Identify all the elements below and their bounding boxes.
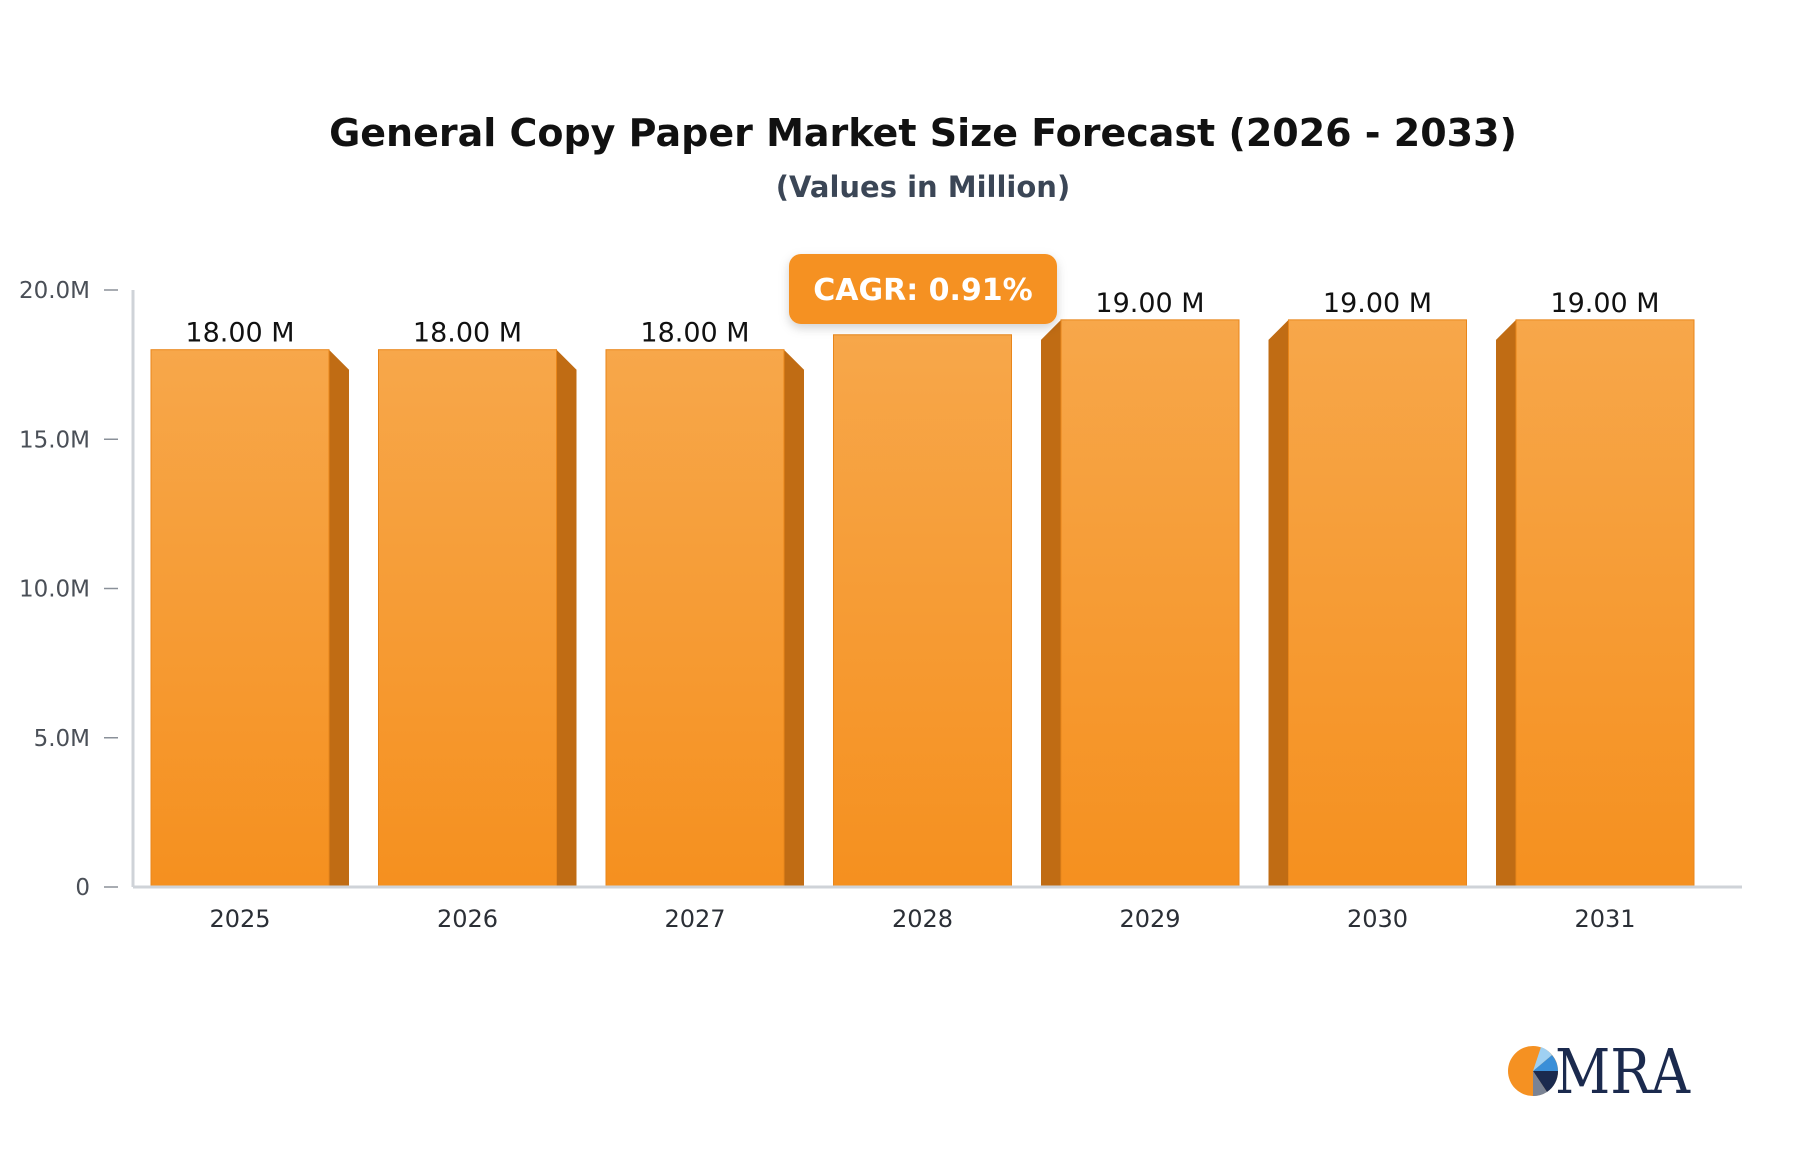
bar-2026 <box>378 349 577 888</box>
logo-text: MRA <box>1555 1035 1691 1108</box>
mra-logo: MRA <box>1508 1035 1691 1108</box>
bar-value-label: 19.00 M <box>1550 288 1659 319</box>
bar-side-face <box>329 349 349 887</box>
logo-globe-icon <box>1508 1046 1559 1097</box>
bar-value-label: 18.00 M <box>413 318 522 349</box>
bar-2027 <box>605 349 804 888</box>
bar-front-face <box>378 349 557 888</box>
y-tick-label: 10.0M <box>19 577 90 603</box>
x-axis: 2025 2026 2027 2028 2029 2030 2031 <box>133 885 1742 933</box>
bar-2029 <box>1041 319 1240 888</box>
y-tick-label: 15.0M <box>19 427 90 453</box>
y-tick-label: 5.0M <box>34 726 90 752</box>
chart-subtitle: (Values in Million) <box>776 170 1070 204</box>
cagr-badge-background <box>789 254 1057 324</box>
x-tick-label: 2025 <box>209 905 270 933</box>
y-tick-label: 20.0M <box>19 278 90 304</box>
bar-value-label: 19.00 M <box>1323 288 1432 319</box>
bar-front-face <box>1060 319 1240 888</box>
chart-title: General Copy Paper Market Size Forecast … <box>329 111 1517 155</box>
bar-side-face <box>784 349 804 887</box>
x-tick-label: 2027 <box>664 905 725 933</box>
x-tick-label: 2031 <box>1574 905 1635 933</box>
cagr-label: CAGR: 0.91% <box>813 273 1032 308</box>
bar-value-label: 19.00 M <box>1095 288 1204 319</box>
bar-front-face <box>1515 319 1695 888</box>
bar-value-label: 18.00 M <box>185 318 294 349</box>
bar-front-face <box>1288 319 1467 888</box>
bar-front-face <box>833 334 1012 888</box>
bar-front-face <box>605 349 785 888</box>
bar-side-face <box>1268 319 1289 888</box>
bar-side-face <box>1496 319 1516 888</box>
x-tick-label: 2026 <box>437 905 498 933</box>
y-tick-label: 0 <box>75 875 90 901</box>
bar-2030 <box>1268 319 1467 888</box>
bar-side-face <box>1041 319 1061 888</box>
data-labels: 18.00 M 18.00 M 18.00 M 19.00 M 19.00 M 19.00… <box>185 288 1659 349</box>
x-tick-label: 2029 <box>1119 905 1180 933</box>
bar-front-face <box>150 349 330 888</box>
x-tick-label: 2028 <box>892 905 953 933</box>
y-axis: 0 5.0M 10.0M 15.0M 20.0M <box>19 278 135 901</box>
bar-2031 <box>1496 319 1695 888</box>
bar-side-face <box>556 349 577 887</box>
cagr-badge: CAGR: 0.91% <box>789 254 1057 324</box>
x-tick-label: 2030 <box>1347 905 1408 933</box>
bar-2025 <box>150 349 349 888</box>
bars <box>150 319 1695 888</box>
bar-2028 <box>833 334 1012 888</box>
bar-value-label: 18.00 M <box>640 318 749 349</box>
